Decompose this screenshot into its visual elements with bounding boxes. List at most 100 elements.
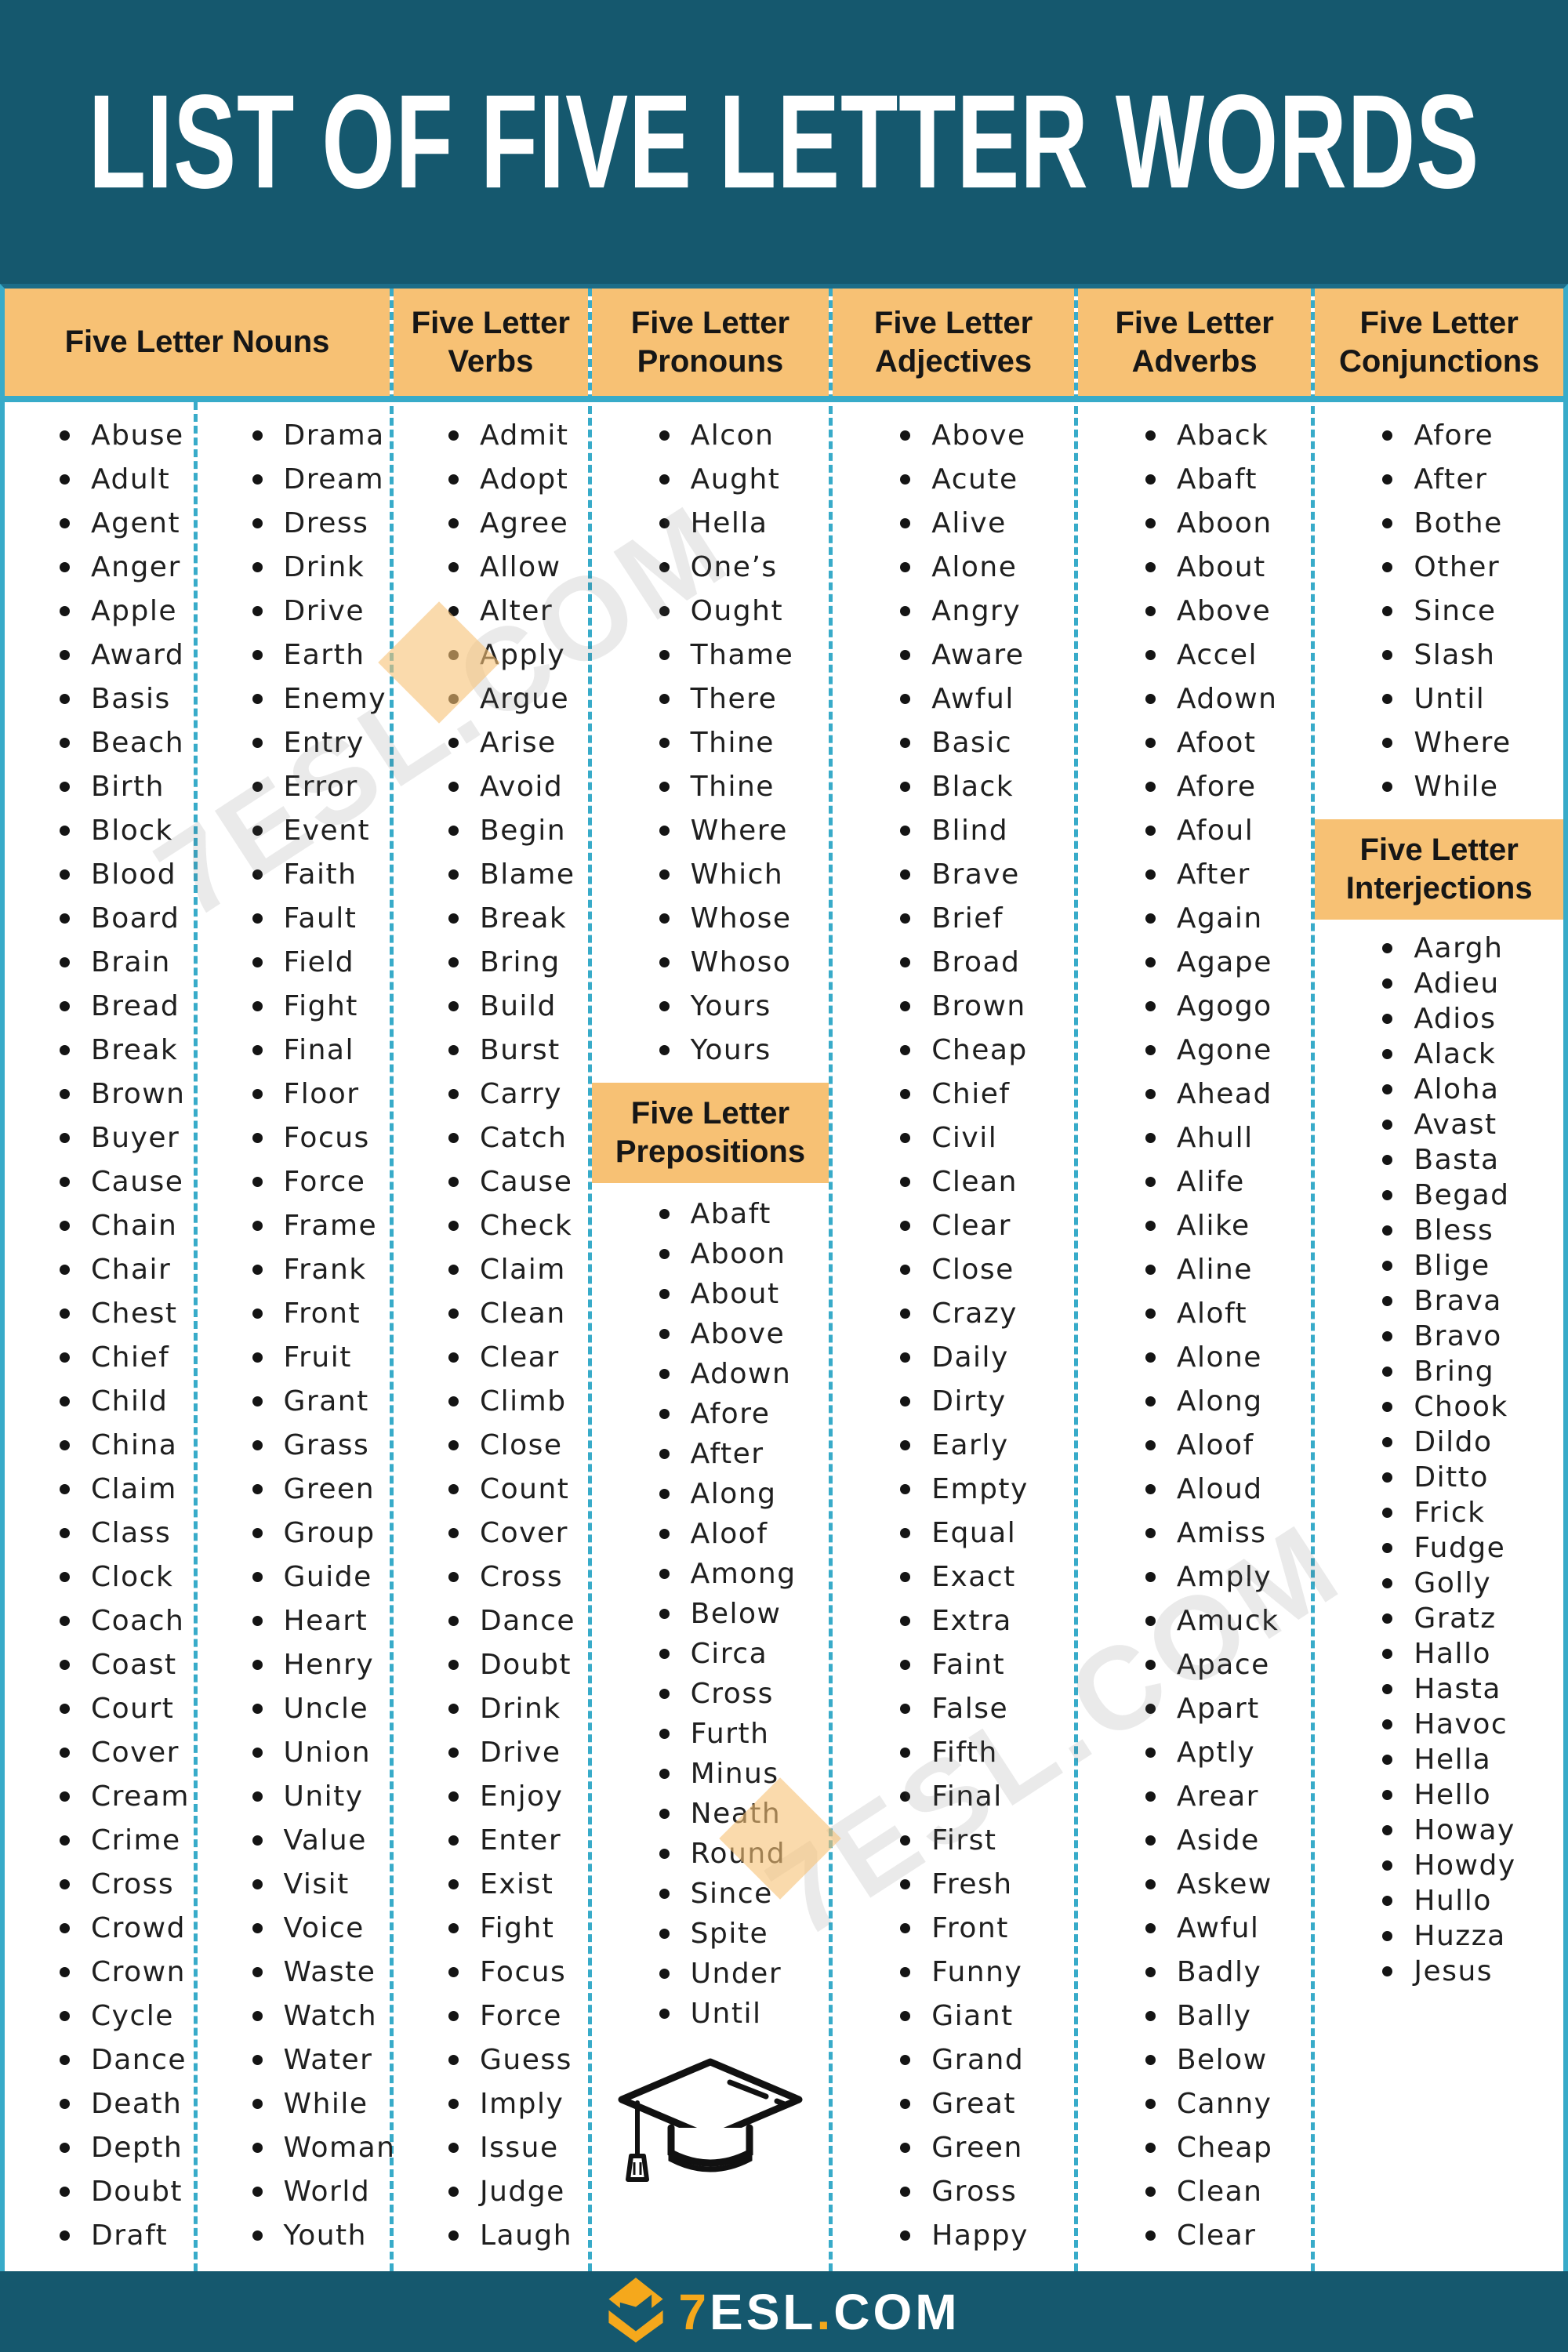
word-item: Voice [252, 1906, 387, 1950]
word-item: Value [252, 1818, 387, 1862]
column-header-pronouns: Five Letter Pronouns [591, 289, 829, 402]
word-item: Coach [60, 1599, 191, 1642]
word-item: Canny [1145, 2082, 1308, 2125]
word-item: Waste [252, 1950, 387, 1994]
word-item: Guess [448, 2038, 585, 2082]
word-item: Close [900, 1247, 1071, 1291]
word-item: Unity [252, 1774, 387, 1818]
word-item: Youth [252, 2213, 387, 2257]
word-item: Build [448, 984, 585, 1028]
word-item: Howay [1382, 1813, 1560, 1848]
word-item: Admit [448, 413, 585, 457]
word-item: Fudge [1382, 1530, 1560, 1566]
word-item: Civil [900, 1116, 1071, 1160]
word-item: Hullo [1382, 1883, 1560, 1918]
word-item: Spite [659, 1914, 826, 1954]
column-header-interjections: Five Letter Interjections [1315, 819, 1563, 920]
prepositions-list: Abaft Aboon About Above Adown Afore After Along… [592, 1183, 829, 2034]
word-item: Child [60, 1379, 191, 1423]
word-item: Uncle [252, 1686, 387, 1730]
7esl-logo-text: 7ESL.COM [678, 2283, 960, 2341]
word-item: Abaft [659, 1194, 826, 1234]
word-item: Guide [252, 1555, 387, 1599]
word-item: Afore [1382, 413, 1560, 457]
word-item: Brown [60, 1072, 191, 1116]
word-item: Drink [252, 545, 387, 589]
word-item: Broad [900, 940, 1071, 984]
word-item: Visit [252, 1862, 387, 1906]
word-item: Since [659, 1874, 826, 1914]
pronouns-list: Alcon Aught Hella One’s Ought Thame There Thine… [592, 402, 829, 1072]
word-item: Front [900, 1906, 1071, 1950]
word-item: Adult [60, 457, 191, 501]
word-item: Alack [1382, 1036, 1560, 1072]
word-item: Alone [1145, 1335, 1308, 1379]
word-item: After [659, 1434, 826, 1474]
word-item: Aloha [1382, 1072, 1560, 1107]
word-item: Doubt [448, 1642, 585, 1686]
word-item: Until [659, 1994, 826, 2034]
word-item: Aloof [659, 1514, 826, 1554]
word-item: False [900, 1686, 1071, 1730]
word-item: Faith [252, 852, 387, 896]
word-item: Class [60, 1511, 191, 1555]
word-item: Drive [252, 589, 387, 633]
word-item: Minus [659, 1754, 826, 1794]
word-item: Golly [1382, 1566, 1560, 1601]
word-item: Happy [900, 2213, 1071, 2257]
word-item: Again [1145, 896, 1308, 940]
word-item: Dream [252, 457, 387, 501]
word-item: Close [448, 1423, 585, 1467]
word-item: Climb [448, 1379, 585, 1423]
logo-dot: . [816, 2283, 834, 2340]
word-item: Under [659, 1954, 826, 1994]
word-item: Agone [1145, 1028, 1308, 1072]
word-item: Henry [252, 1642, 387, 1686]
word-item: Fight [448, 1906, 585, 1950]
word-item: Agent [60, 501, 191, 545]
word-item: Since [1382, 589, 1560, 633]
logo-esl: ESL [710, 2283, 817, 2340]
word-item: Blige [1382, 1248, 1560, 1283]
word-item: Where [1382, 720, 1560, 764]
word-item: Funny [900, 1950, 1071, 1994]
word-item: Circa [659, 1634, 826, 1674]
word-item: About [659, 1274, 826, 1314]
column-header-conjunctions: Five Letter Conjunctions [1315, 289, 1563, 402]
word-item: Which [659, 852, 826, 896]
column-header-adverbs: Five Letter Adverbs [1077, 289, 1312, 402]
word-item: Havoc [1382, 1707, 1560, 1742]
word-item: Count [448, 1467, 585, 1511]
footer: 7ESL.COM [0, 2271, 1568, 2352]
word-item: Begin [448, 808, 585, 852]
word-item: Crime [60, 1818, 191, 1862]
word-item: Draft [60, 2213, 191, 2257]
word-item: Crown [60, 1950, 191, 1994]
word-item: Neath [659, 1794, 826, 1834]
verbs-list: Admit Adopt Agree Allow Alter Apply Argue Arise… [394, 402, 588, 2257]
word-item: Hella [659, 501, 826, 545]
word-item: Cause [448, 1160, 585, 1203]
word-item: Yours [659, 1028, 826, 1072]
word-item: Ditto [1382, 1460, 1560, 1495]
word-item: Cream [60, 1774, 191, 1818]
word-item: Green [252, 1467, 387, 1511]
word-item: Earth [252, 633, 387, 677]
word-item: Thine [659, 720, 826, 764]
word-item: Other [1382, 545, 1560, 589]
word-item: Avoid [448, 764, 585, 808]
word-item: Adown [659, 1354, 826, 1394]
word-item: Error [252, 764, 387, 808]
word-item: Board [60, 896, 191, 940]
word-item: Begad [1382, 1178, 1560, 1213]
graduation-cap-icon [612, 2056, 808, 2200]
word-item: Amiss [1145, 1511, 1308, 1555]
word-item: Amuck [1145, 1599, 1308, 1642]
word-item: Doubt [60, 2169, 191, 2213]
word-item: Alive [900, 501, 1071, 545]
word-item: Cover [60, 1730, 191, 1774]
word-item: Brown [900, 984, 1071, 1028]
word-item: Bring [1382, 1354, 1560, 1389]
word-item: Chief [60, 1335, 191, 1379]
